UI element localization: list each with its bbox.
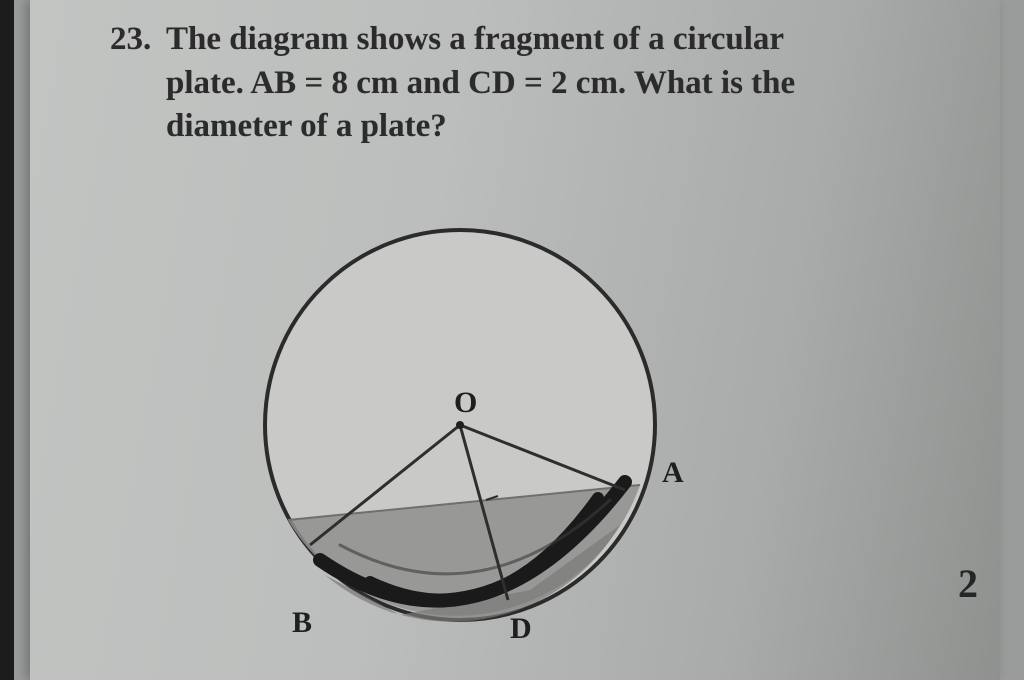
problem-line-1: The diagram shows a fragment of a circul… (166, 21, 784, 57)
question-number: 23. (110, 18, 166, 62)
label-d: D (510, 612, 532, 645)
plate-diagram-svg: O A B D (230, 200, 690, 660)
figure-container: O A B D (230, 200, 690, 660)
margin-page-number: 2 (958, 560, 978, 607)
label-o: O (454, 386, 477, 419)
center-point (456, 421, 464, 429)
problem-line-2: plate. AB = 8 cm and CD = 2 cm. What is … (110, 62, 870, 106)
page-scan-background: 23.The diagram shows a fragment of a cir… (30, 0, 1000, 680)
problem-text: 23.The diagram shows a fragment of a cir… (110, 18, 870, 149)
problem-line-3: diameter of a plate? (110, 105, 870, 149)
label-b: B (292, 606, 312, 639)
page-edge-dark (0, 0, 14, 680)
problem-block: 23.The diagram shows a fragment of a cir… (110, 18, 870, 149)
label-a: A (662, 456, 684, 489)
